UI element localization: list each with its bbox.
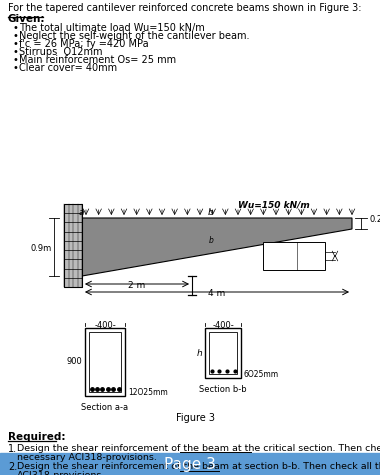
Bar — [64, 204, 82, 287]
Text: 4 m: 4 m — [208, 289, 226, 298]
Text: 2 m: 2 m — [128, 281, 146, 290]
Text: 0.2m: 0.2m — [369, 215, 380, 224]
Polygon shape — [82, 218, 352, 276]
Text: Section b-b: Section b-b — [199, 385, 247, 394]
Text: Design the shear reinforcement of the beam at section b-b. Then check all the ne: Design the shear reinforcement of the be… — [17, 462, 380, 471]
Text: Stirrups  O12mm: Stirrups O12mm — [19, 47, 103, 57]
Text: Required:: Required: — [8, 432, 65, 442]
Text: -400-: -400- — [212, 321, 234, 330]
Text: •: • — [13, 31, 19, 41]
Text: f'c = 26 MPa; fy =420 MPa: f'c = 26 MPa; fy =420 MPa — [19, 39, 149, 49]
Text: -400-: -400- — [94, 321, 116, 330]
Text: Main reinforcement Os= 25 mm: Main reinforcement Os= 25 mm — [19, 55, 176, 65]
Text: a: a — [79, 208, 84, 217]
Bar — [209, 332, 237, 374]
Text: 6O25mm: 6O25mm — [244, 370, 279, 379]
Text: Clear cover= 40mm: Clear cover= 40mm — [19, 63, 117, 73]
Text: Neglect the self-weight of the cantilever beam.: Neglect the self-weight of the cantileve… — [19, 31, 250, 41]
Text: •: • — [13, 63, 19, 73]
Text: Section a-a: Section a-a — [81, 403, 128, 412]
Text: h: h — [196, 349, 202, 358]
Text: For the tapered cantilever reinforced concrete beams shown in Figure 3:: For the tapered cantilever reinforced co… — [8, 3, 361, 13]
Text: ACI318-provisions.: ACI318-provisions. — [17, 471, 105, 475]
Text: Given:: Given: — [8, 14, 46, 24]
Text: 2.: 2. — [8, 462, 17, 472]
Text: •: • — [13, 39, 19, 49]
Text: 0.9m: 0.9m — [31, 244, 52, 253]
Text: necessary ACI318-provisions.: necessary ACI318-provisions. — [17, 453, 157, 462]
Bar — [0, 453, 380, 475]
Bar — [205, 328, 241, 378]
Text: •: • — [13, 23, 19, 33]
Text: 12O25mm: 12O25mm — [128, 388, 168, 397]
Text: b: b — [208, 208, 214, 217]
Text: Wu=150 kN/m: Wu=150 kN/m — [238, 200, 310, 209]
Bar — [85, 328, 125, 396]
Bar — [89, 332, 121, 392]
Text: The total ultimate load Wu=150 kN/m: The total ultimate load Wu=150 kN/m — [19, 23, 205, 33]
Text: •: • — [13, 47, 19, 57]
Text: Page 3: Page 3 — [164, 457, 216, 472]
Text: 900: 900 — [66, 358, 82, 367]
Text: 1.: 1. — [8, 444, 17, 454]
Text: b: b — [209, 236, 214, 245]
Text: •: • — [13, 55, 19, 65]
Bar — [263, 242, 325, 270]
Text: Design the shear reinforcement of the beam at the critical section. Then check a: Design the shear reinforcement of the be… — [17, 444, 380, 453]
Text: Figure 3: Figure 3 — [176, 413, 214, 423]
